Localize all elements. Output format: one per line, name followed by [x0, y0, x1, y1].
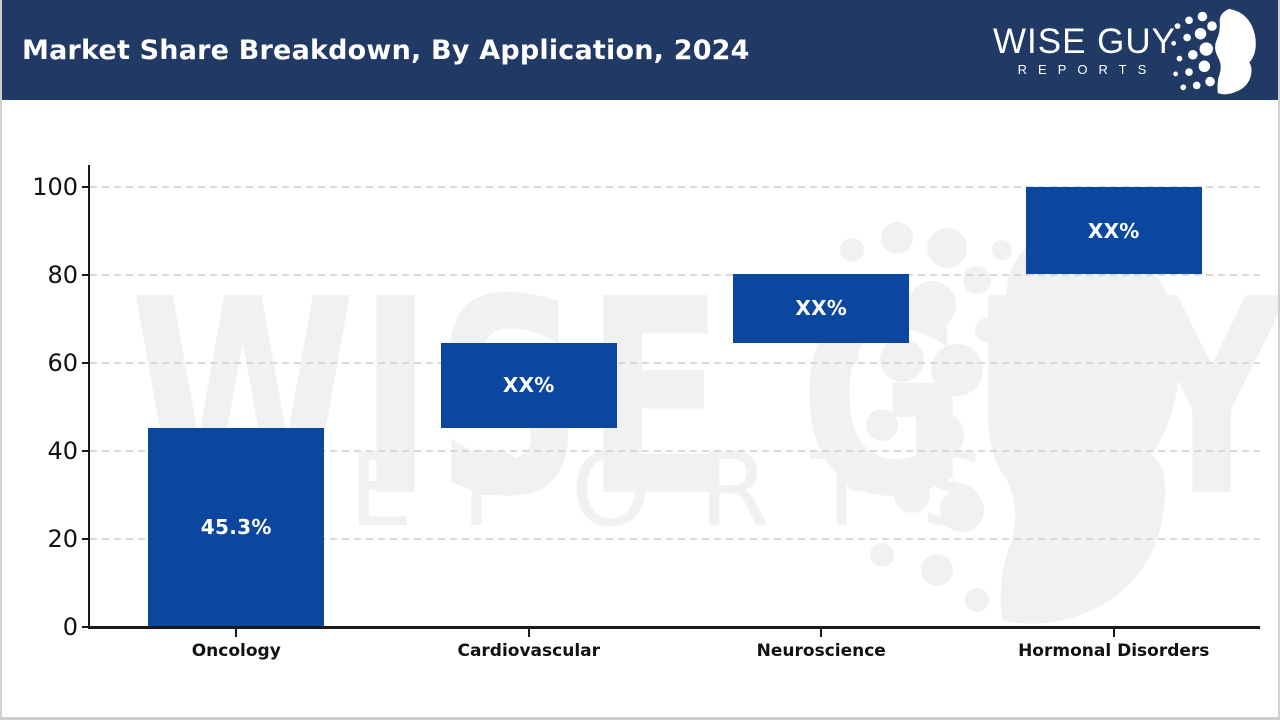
bar-oncology: 45.3% [148, 427, 325, 627]
y-axis-tick-label: 60 [47, 349, 78, 377]
gridline-y80 [90, 274, 1260, 276]
y-axis-tick-label: 100 [32, 173, 78, 201]
gridline-y60 [90, 362, 1260, 364]
bar-value-label: XX% [795, 296, 848, 321]
bar-value-label: XX% [1087, 218, 1140, 243]
y-axis-tick-label: 20 [47, 525, 78, 553]
logo-head-icon [1171, 8, 1256, 95]
gridline-y20 [90, 538, 1260, 540]
watermark-head-icon [821, 222, 1180, 624]
x-axis-tickmark [820, 629, 823, 637]
x-axis-category-label: Hormonal Disorders [1018, 641, 1210, 661]
y-axis-tickmark [82, 186, 90, 188]
y-axis-tick-label: 0 [62, 613, 78, 641]
x-axis-category-label: Oncology [191, 641, 281, 661]
gridline-y100 [90, 186, 1260, 188]
logo-subtext: REPORTS [1017, 62, 1158, 77]
y-axis-tick-label: 40 [47, 437, 78, 465]
wiseguy-logo: WISE GUY REPORTS [993, 5, 1260, 95]
bar-value-label: 45.3% [200, 515, 272, 540]
x-axis-category-label: Cardiovascular [457, 641, 601, 661]
x-axis-category-label: Neuroscience [756, 641, 886, 661]
y-axis-line [88, 165, 90, 629]
y-axis-tickmark [82, 626, 90, 628]
y-axis-tickmark [82, 450, 90, 452]
logo-wordmark: WISE GUY [992, 22, 1176, 61]
logo-text: WISE GUY REPORTS [993, 24, 1176, 76]
bar-value-label: XX% [502, 373, 555, 398]
bar-cardiovascular: XX% [440, 342, 617, 428]
bar-neuroscience: XX% [733, 274, 910, 343]
x-axis-tickmark [1112, 629, 1115, 637]
x-axis-line [90, 626, 1260, 629]
y-axis-tickmark [82, 274, 90, 276]
y-axis-tick-label: 80 [47, 261, 78, 289]
y-axis-tickmark [82, 362, 90, 364]
x-axis-tickmark [527, 629, 530, 637]
bar-hormonal-disorders: XX% [1025, 187, 1202, 275]
y-axis-tickmark [82, 538, 90, 540]
page-title: Market Share Breakdown, By Application, … [22, 34, 750, 66]
header: Market Share Breakdown, By Application, … [2, 0, 1278, 100]
x-axis-tickmark [235, 629, 238, 637]
gridline-y40 [90, 450, 1260, 452]
